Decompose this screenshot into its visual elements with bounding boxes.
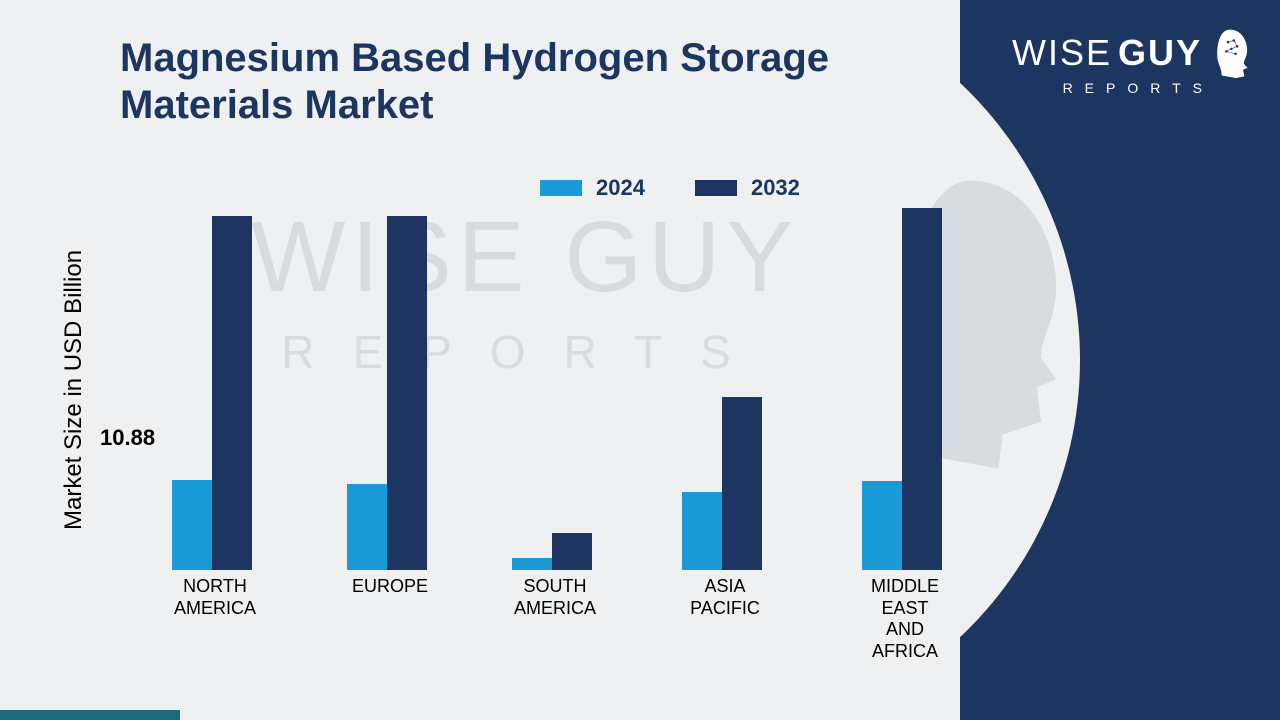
legend-swatch: [540, 180, 582, 196]
bar: [902, 208, 942, 570]
bar: [347, 484, 387, 570]
category-label: NORTHAMERICA: [150, 576, 280, 619]
legend: 2024 2032: [540, 175, 800, 201]
logo-head-icon: [1206, 28, 1250, 78]
bar: [212, 216, 252, 570]
bottom-accent-strip: [0, 710, 180, 720]
legend-label: 2024: [596, 175, 645, 201]
category-label: SOUTHAMERICA: [490, 576, 620, 619]
bar: [682, 492, 722, 570]
logo-word-1: WISE: [1012, 32, 1112, 74]
bar: [387, 216, 427, 570]
bar: [172, 480, 212, 570]
legend-label: 2032: [751, 175, 800, 201]
bar: [862, 481, 902, 570]
brand-logo: WISE GUY REPORTS: [1012, 28, 1250, 96]
bar: [512, 558, 552, 570]
chart-title: Magnesium Based Hydrogen Storage Materia…: [120, 35, 880, 129]
legend-item: 2032: [695, 175, 800, 201]
bar: [552, 533, 592, 570]
bar-chart: NORTHAMERICAEUROPESOUTHAMERICAASIAPACIFI…: [120, 200, 1000, 570]
bar: [722, 397, 762, 570]
category-label: EUROPE: [325, 576, 455, 598]
category-label: ASIAPACIFIC: [660, 576, 790, 619]
y-axis-label: Market Size in USD Billion: [60, 250, 88, 530]
logo-word-2: GUY: [1118, 32, 1202, 74]
legend-item: 2024: [540, 175, 645, 201]
category-label: MIDDLEEASTANDAFRICA: [840, 576, 970, 662]
legend-swatch: [695, 180, 737, 196]
logo-subtext: REPORTS: [1012, 80, 1250, 96]
